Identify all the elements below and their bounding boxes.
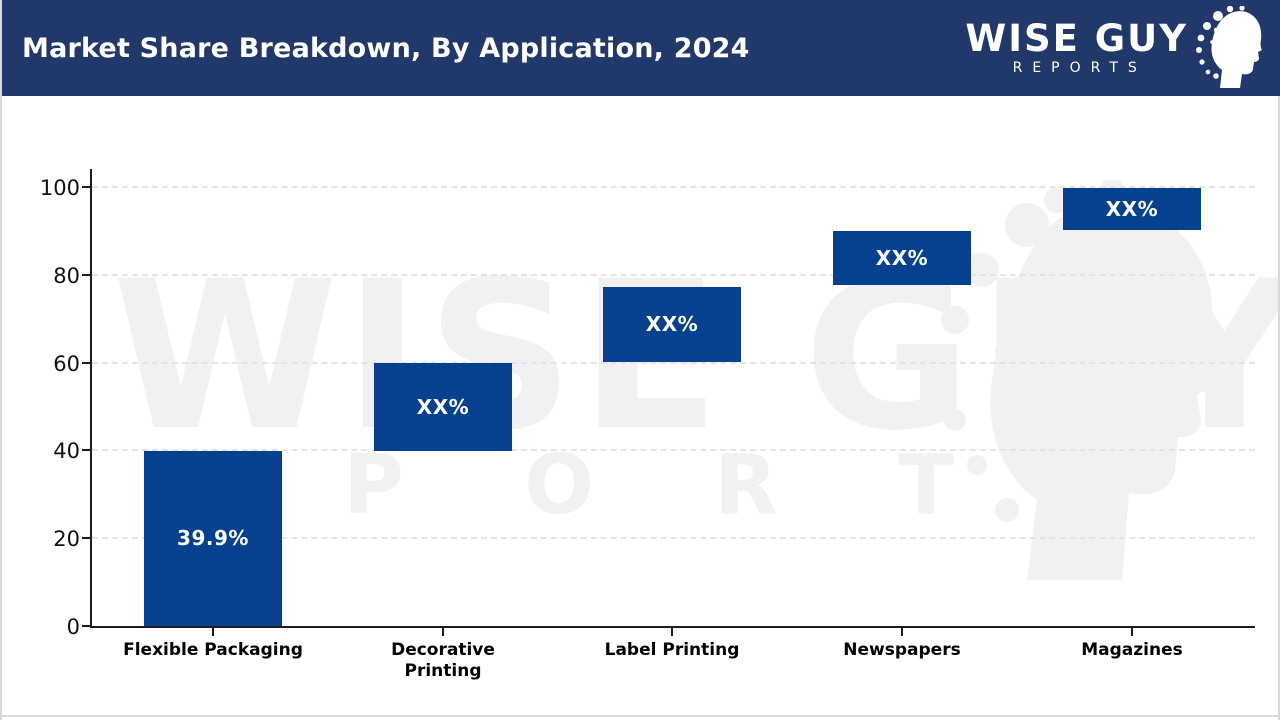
y-axis-tick-label: 80 (53, 263, 80, 288)
header-bar: Market Share Breakdown, By Application, … (2, 0, 1280, 96)
x-axis-tickmark (442, 628, 444, 636)
y-axis-tickmark (82, 537, 90, 540)
bar-flexible-packaging: 39.9% (144, 450, 282, 626)
bar-label-printing: XX% (603, 287, 741, 362)
x-category-label: Flexible Packaging (123, 640, 303, 660)
x-axis-tickmark (671, 628, 673, 636)
bar-magazines: XX% (1063, 187, 1201, 231)
y-axis-tick-label: 20 (53, 527, 80, 552)
y-gridline (92, 361, 1255, 364)
y-axis-tickmark (82, 449, 90, 452)
x-category-label: Decorative Printing (391, 640, 495, 681)
x-category-label: Newspapers (843, 640, 961, 660)
wise-guy-logo: WISE GUY REPORTS (965, 6, 1264, 90)
x-axis-tickmark (212, 628, 214, 636)
y-axis-tickmark (82, 186, 90, 188)
y-gridline (92, 449, 1255, 452)
logo-head-icon (1196, 6, 1262, 88)
x-category-label: Magazines (1081, 640, 1183, 660)
y-axis-tick-label: 100 (39, 176, 80, 200)
y-axis-tick-label: 40 (53, 439, 80, 464)
bar-value-label: XX% (416, 394, 470, 419)
bar-decorative-printing: XX% (374, 363, 512, 451)
x-axis-tickmark (1131, 628, 1133, 636)
logo-subtitle: REPORTS (1012, 60, 1147, 76)
y-axis-tick-label: 60 (53, 351, 80, 376)
y-axis-tickmark (82, 361, 90, 364)
y-axis-tickmark (82, 273, 90, 276)
y-axis-line (90, 169, 92, 628)
x-axis-tickmark (901, 628, 903, 636)
x-axis-line (90, 626, 1255, 628)
bar-newspapers: XX% (833, 231, 971, 286)
logo-wordmark: WISE GUY (965, 17, 1188, 60)
y-gridline (92, 537, 1255, 540)
x-category-label: Label Printing (604, 640, 740, 660)
bar-value-label: XX% (1105, 196, 1159, 221)
y-gridline (92, 273, 1255, 276)
y-axis-tick-label: 0 (66, 615, 80, 639)
y-gridline (92, 186, 1255, 188)
page-title: Market Share Breakdown, By Application, … (22, 32, 750, 64)
bar-value-label: 39.9% (177, 526, 249, 551)
bar-value-label: XX% (875, 246, 929, 271)
bar-value-label: XX% (645, 312, 699, 337)
y-axis-tickmark (82, 625, 90, 627)
